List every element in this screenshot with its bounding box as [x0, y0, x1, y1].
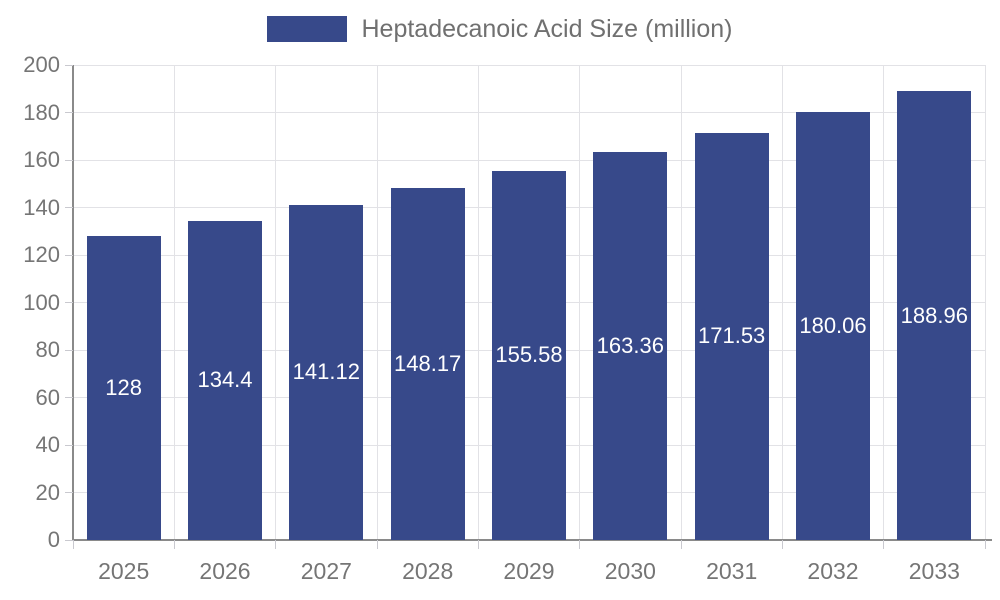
bar-2032[interactable]: 180.06 [796, 112, 870, 540]
y-axis-tick [65, 539, 73, 541]
bar-value-label: 155.58 [495, 342, 563, 368]
h-gridline [73, 159, 985, 161]
x-axis-tick [173, 540, 175, 549]
v-gridline [680, 65, 682, 540]
h-gridline [73, 112, 985, 113]
bar-2027[interactable]: 141.12 [289, 204, 364, 540]
y-axis-tick [65, 254, 73, 256]
h-gridline [73, 64, 985, 66]
x-axis-tick [275, 540, 277, 549]
x-axis-line [72, 539, 992, 541]
x-axis-tick [781, 540, 783, 549]
x-axis-tick [477, 540, 479, 549]
x-tick-label: 2029 [503, 558, 555, 584]
v-gridline [275, 65, 277, 540]
bar-2025[interactable]: 128 [86, 236, 161, 540]
legend-label: Heptadecanoic Acid Size (million) [361, 15, 733, 43]
bar-2029[interactable]: 155.58 [492, 170, 566, 540]
bar-value-label: 148.17 [394, 351, 462, 377]
x-tick-label: 2032 [807, 558, 859, 584]
y-axis-line [72, 65, 74, 540]
x-tick-label: 2030 [604, 558, 656, 584]
bar-2030[interactable]: 163.36 [593, 152, 668, 540]
y-axis-tick [65, 159, 73, 161]
v-gridline [984, 65, 986, 540]
x-tick-label: 2026 [199, 558, 251, 584]
y-axis-tick [65, 112, 73, 113]
y-axis-tick [65, 349, 73, 351]
y-tick-label: 140 [23, 194, 60, 220]
x-tick-label: 2028 [402, 558, 454, 584]
v-gridline [376, 65, 378, 540]
v-gridline [883, 65, 885, 540]
y-axis-tick [65, 64, 73, 66]
bar-2033[interactable]: 188.96 [897, 91, 972, 540]
y-tick-label: 200 [23, 52, 60, 77]
y-tick-label: 100 [23, 289, 60, 315]
y-axis-tick [65, 207, 73, 208]
bar-2031[interactable]: 171.53 [694, 132, 769, 540]
plot-area: 128 134.4 141.12 148.17 155.58 163.36 171.53 18… [72, 64, 992, 541]
bar-value-label: 188.96 [900, 302, 968, 328]
y-axis-tick [65, 444, 73, 446]
legend[interactable]: Heptadecanoic Acid Size (million) [0, 14, 1000, 44]
y-tick-label: 80 [35, 337, 60, 362]
bar-2028[interactable]: 148.17 [390, 188, 465, 540]
y-tick-label: 20 [35, 479, 60, 505]
x-tick-label: 2027 [300, 558, 352, 584]
y-tick-label: 120 [23, 242, 60, 267]
bar-value-label: 141.12 [292, 359, 360, 385]
bar-value-label: 163.36 [596, 333, 664, 359]
x-tick-label: 2031 [706, 558, 758, 584]
y-tick-label: 60 [35, 384, 60, 410]
y-axis-tick [65, 397, 73, 398]
y-tick-label: 40 [35, 432, 60, 457]
legend-swatch [267, 16, 348, 42]
bar-value-label: 134.4 [197, 367, 253, 393]
v-gridline [173, 65, 175, 540]
y-axis-tick [65, 492, 73, 493]
y-tick-label: 0 [47, 527, 60, 552]
y-axis-tick [65, 302, 73, 303]
v-gridline [781, 65, 783, 540]
x-axis-tick [984, 540, 986, 549]
x-axis-tick [680, 540, 682, 549]
x-tick-label: 2033 [908, 558, 960, 584]
bar-value-label: 180.06 [799, 313, 867, 339]
x-axis-tick [883, 540, 885, 549]
x-axis-tick [72, 540, 74, 549]
bar-value-label: 171.53 [698, 323, 766, 349]
bar-2026[interactable]: 134.4 [188, 220, 262, 540]
x-axis-tick [376, 540, 378, 549]
x-tick-label: 2025 [98, 558, 150, 584]
y-tick-label: 180 [23, 99, 60, 125]
x-axis-tick [579, 540, 581, 549]
y-tick-label: 160 [23, 147, 60, 172]
v-gridline [579, 65, 581, 540]
v-gridline [477, 65, 479, 540]
bar-value-label: 128 [105, 375, 143, 400]
